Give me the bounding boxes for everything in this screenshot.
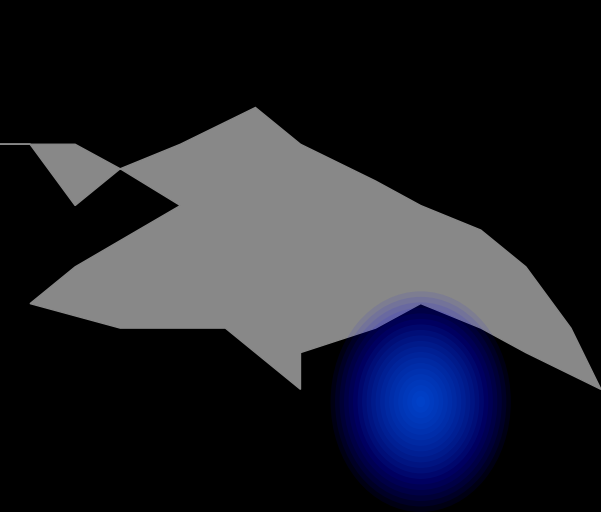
Ellipse shape xyxy=(407,385,434,418)
Ellipse shape xyxy=(412,391,430,413)
Polygon shape xyxy=(0,108,601,390)
Ellipse shape xyxy=(344,308,498,496)
Ellipse shape xyxy=(376,347,466,457)
Ellipse shape xyxy=(380,352,462,451)
Ellipse shape xyxy=(394,369,448,435)
Ellipse shape xyxy=(385,357,457,446)
Ellipse shape xyxy=(349,313,493,490)
Ellipse shape xyxy=(358,325,484,479)
Ellipse shape xyxy=(335,297,506,506)
Text: Primary Swell energy on Thursday 20 Mar at 8:30pm IST: Primary Swell energy on Thursday 20 Mar … xyxy=(46,14,555,32)
Ellipse shape xyxy=(353,319,489,484)
Ellipse shape xyxy=(371,341,471,462)
Ellipse shape xyxy=(398,374,444,429)
Ellipse shape xyxy=(403,379,439,424)
Ellipse shape xyxy=(389,363,453,440)
Ellipse shape xyxy=(331,291,511,512)
Ellipse shape xyxy=(362,330,480,474)
Ellipse shape xyxy=(340,303,502,501)
Text: Arrows show the wind wave direction: Arrows show the wind wave direction xyxy=(171,53,430,67)
Ellipse shape xyxy=(416,396,426,407)
Ellipse shape xyxy=(367,335,475,468)
